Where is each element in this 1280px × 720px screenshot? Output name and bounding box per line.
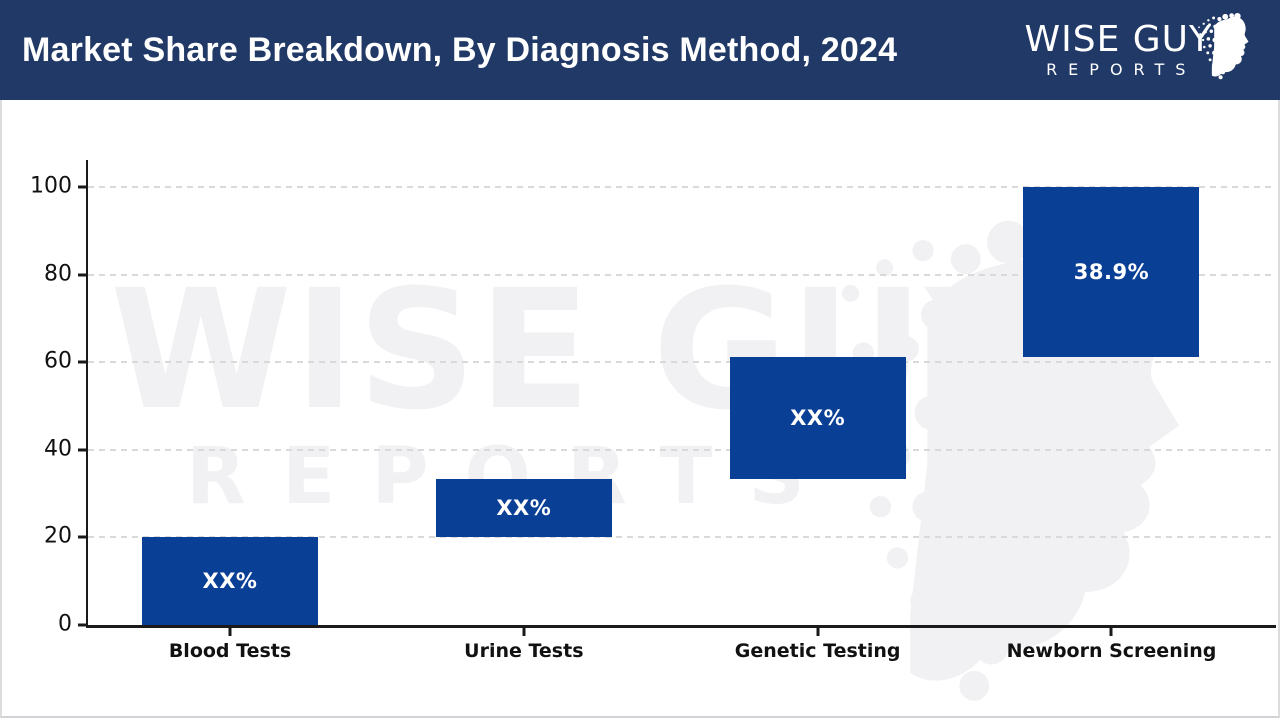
bar-genetic-testing: XX% <box>729 357 906 480</box>
x-label-blood-tests: Blood Tests <box>168 640 292 662</box>
y-tick-80 <box>78 273 88 277</box>
bar-urine-tests: XX% <box>435 479 612 538</box>
x-label-urine-tests: Urine Tests <box>464 640 584 662</box>
x-axis-spine <box>85 625 1276 628</box>
x-tick-blood-tests <box>228 627 232 636</box>
y-axis-spine <box>85 160 88 628</box>
y-tick-label-20: 20 <box>44 523 72 549</box>
bar-value-label-urine-tests: XX% <box>496 496 552 521</box>
y-tick-label-0: 0 <box>58 611 72 637</box>
y-tick-60 <box>78 360 88 364</box>
y-tick-label-40: 40 <box>44 436 72 462</box>
y-tick-20 <box>78 535 88 539</box>
gridline-20 <box>88 536 1276 539</box>
bar-value-label-genetic-testing: XX% <box>790 406 846 431</box>
wise-guy-logo-text: WISE GUY REPORTS <box>1025 22 1213 78</box>
header-bar: Market Share Breakdown, By Diagnosis Met… <box>0 0 1280 100</box>
chart-title: Market Share Breakdown, By Diagnosis Met… <box>22 30 898 69</box>
y-tick-label-100: 100 <box>30 173 72 199</box>
y-tick-label-80: 80 <box>44 261 72 287</box>
chart-frame <box>0 100 1280 718</box>
x-label-newborn-screening: Newborn Screening <box>1006 640 1217 662</box>
gridline-80 <box>88 273 1276 276</box>
y-tick-40 <box>78 448 88 452</box>
gridline-40 <box>88 448 1276 451</box>
gridline-60 <box>88 361 1276 364</box>
bar-value-label-newborn-screening: 38.9% <box>1073 260 1150 285</box>
gridline-100 <box>88 186 1276 188</box>
logo-wordmark: WISE GUY <box>1024 19 1212 60</box>
bar-blood-tests: XX% <box>142 537 318 625</box>
y-tick-0 <box>78 623 88 627</box>
dotted-face-profile-icon <box>1188 5 1252 89</box>
logo-subtitle: REPORTS <box>1046 60 1197 79</box>
x-tick-genetic-testing <box>816 627 820 636</box>
bar-value-label-blood-tests: XX% <box>202 569 258 594</box>
x-tick-urine-tests <box>522 627 526 636</box>
wise-guy-logo: WISE GUY REPORTS <box>1025 11 1253 89</box>
bar-newborn-screening: 38.9% <box>1023 187 1200 358</box>
x-tick-newborn-screening <box>1109 627 1113 636</box>
y-tick-100 <box>78 185 88 189</box>
y-tick-label-60: 60 <box>44 348 72 374</box>
x-label-genetic-testing: Genetic Testing <box>734 640 901 662</box>
